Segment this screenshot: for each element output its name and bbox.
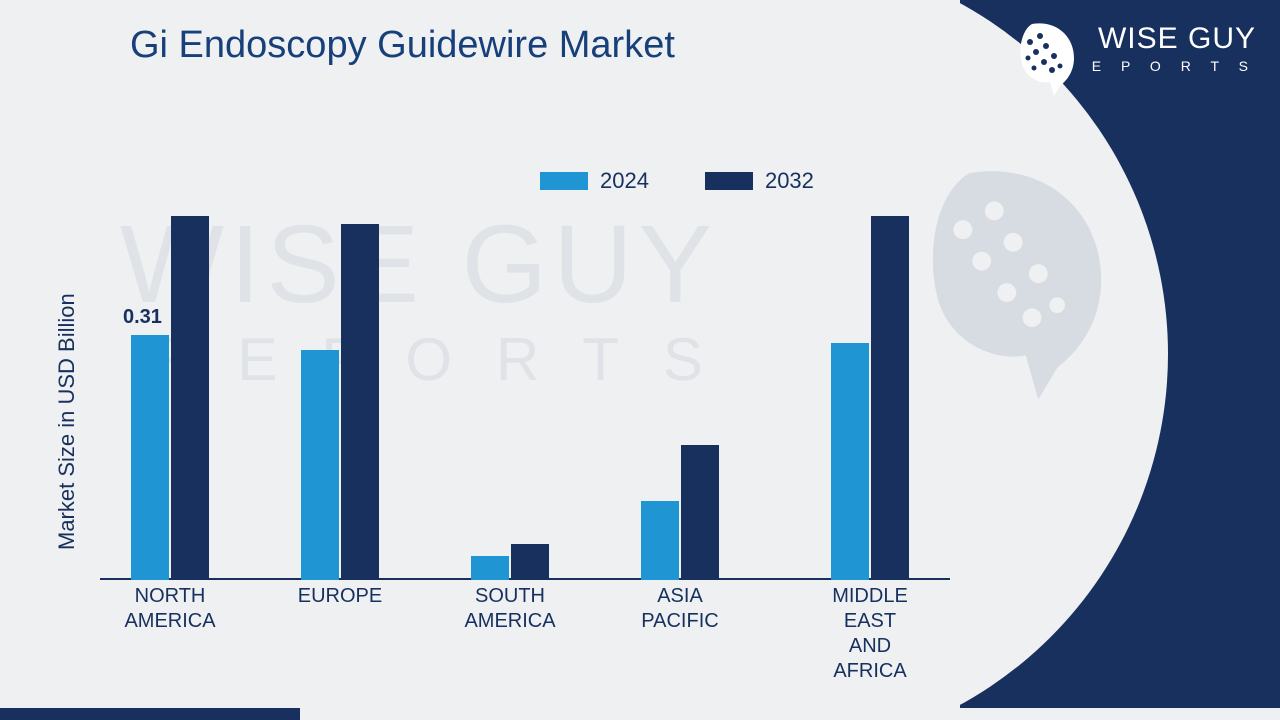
brand-logo-text: WISE GUY R E P O R T S xyxy=(1062,22,1256,74)
brand-line2: R E P O R T S xyxy=(1062,58,1256,74)
bar xyxy=(871,216,909,580)
bar-group xyxy=(131,216,209,580)
bar-group xyxy=(641,445,719,580)
bar-group xyxy=(831,216,909,580)
bar xyxy=(301,350,339,580)
bar xyxy=(471,556,509,580)
y-axis-label: Market Size in USD Billion xyxy=(54,293,80,550)
bar xyxy=(171,216,209,580)
legend: 2024 2032 xyxy=(540,168,814,194)
chart-canvas: WISE GUY R E P O R T S Gi Endoscopy Guid… xyxy=(0,0,1280,720)
brand-line1: WISE GUY xyxy=(1062,22,1256,56)
x-tick-label: SOUTHAMERICA xyxy=(464,584,555,634)
chart-title: Gi Endoscopy Guidewire Market xyxy=(130,24,675,67)
bar xyxy=(831,343,869,581)
legend-label-2024: 2024 xyxy=(600,168,649,194)
plot-area: 0.31 xyxy=(100,200,950,580)
legend-swatch-2032 xyxy=(705,172,753,190)
x-tick-label: MIDDLEEASTANDAFRICA xyxy=(832,584,908,684)
bar-group xyxy=(471,544,549,580)
bar xyxy=(511,544,549,580)
x-tick-label: NORTHAMERICA xyxy=(124,584,215,634)
legend-item-2024: 2024 xyxy=(540,168,649,194)
bar xyxy=(641,501,679,580)
bar xyxy=(681,445,719,580)
bar-group xyxy=(301,224,379,580)
legend-swatch-2024 xyxy=(540,172,588,190)
x-tick-label: ASIAPACIFIC xyxy=(641,584,718,634)
bar xyxy=(341,224,379,580)
bar-value-label: 0.31 xyxy=(123,306,162,329)
bottom-accent-bar xyxy=(0,708,300,720)
legend-label-2032: 2032 xyxy=(765,168,814,194)
bar xyxy=(131,335,169,580)
x-tick-label: EUROPE xyxy=(298,584,382,609)
legend-item-2032: 2032 xyxy=(705,168,814,194)
